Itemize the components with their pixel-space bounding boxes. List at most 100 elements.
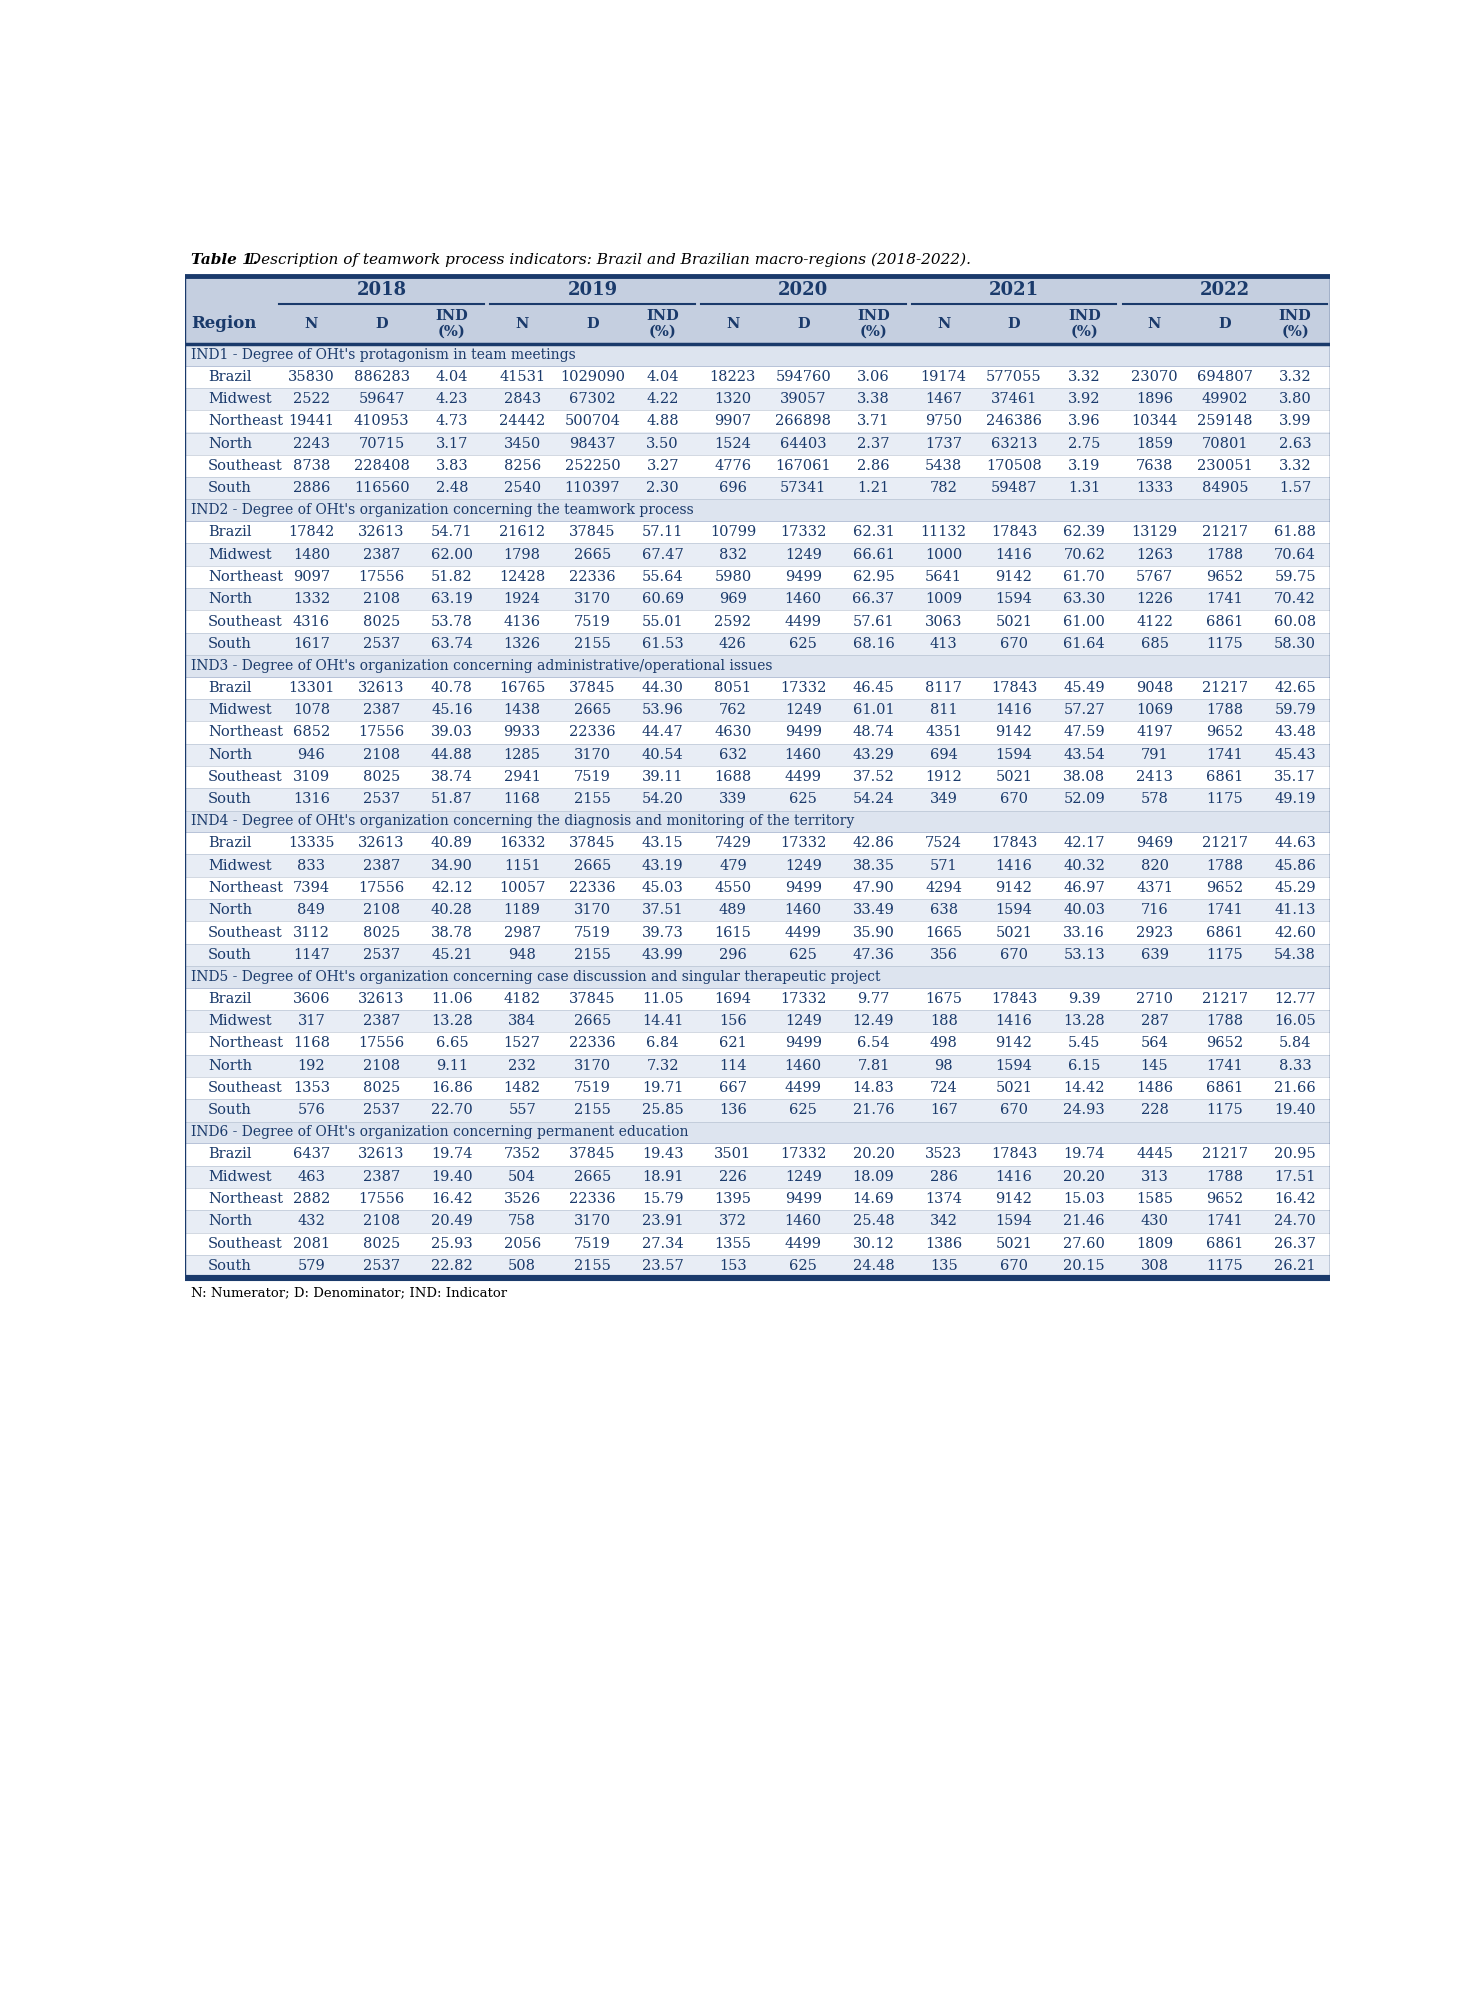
Text: 1741: 1741 [1206, 904, 1243, 918]
Text: 2155: 2155 [573, 1260, 610, 1274]
Text: 2108: 2108 [364, 592, 401, 606]
Bar [185, 900, 1330, 922]
Bar [185, 832, 1330, 854]
Bar [185, 1122, 1330, 1144]
Text: 17843: 17843 [990, 526, 1038, 540]
Text: 1069: 1069 [1137, 704, 1174, 718]
Text: 37461: 37461 [990, 392, 1038, 406]
Text: 7.32: 7.32 [646, 1058, 678, 1072]
Text: 14.42: 14.42 [1064, 1082, 1106, 1096]
Text: 22336: 22336 [569, 880, 616, 894]
Text: IND
(%): IND (%) [857, 308, 890, 340]
Text: 1078: 1078 [293, 704, 330, 718]
Text: 167: 167 [930, 1104, 958, 1118]
Text: 66.37: 66.37 [853, 592, 894, 606]
Bar [185, 676, 1330, 698]
Text: 3.71: 3.71 [857, 414, 890, 428]
Bar [185, 698, 1330, 722]
Text: 38.08: 38.08 [1063, 770, 1106, 784]
Text: 59.75: 59.75 [1274, 570, 1315, 584]
Text: 2665: 2665 [573, 548, 610, 562]
Text: 724: 724 [930, 1082, 958, 1096]
Text: 2540: 2540 [504, 482, 541, 496]
Text: 2018: 2018 [356, 282, 406, 300]
Text: 70801: 70801 [1202, 436, 1247, 450]
Text: N: N [937, 316, 950, 330]
Text: 1175: 1175 [1206, 792, 1243, 806]
Text: 37845: 37845 [569, 836, 616, 850]
Text: 27.60: 27.60 [1063, 1236, 1106, 1250]
Text: 5.45: 5.45 [1069, 1036, 1101, 1050]
Text: 2941: 2941 [504, 770, 541, 784]
Text: 23.91: 23.91 [641, 1214, 683, 1228]
Text: 2.37: 2.37 [857, 436, 890, 450]
Text: 26.37: 26.37 [1274, 1236, 1315, 1250]
Text: 22.70: 22.70 [432, 1104, 473, 1118]
Text: 349: 349 [930, 792, 958, 806]
Text: 18.91: 18.91 [641, 1170, 683, 1184]
Text: 9142: 9142 [996, 726, 1033, 740]
Text: South: South [208, 1104, 251, 1118]
Text: 632: 632 [718, 748, 746, 762]
Text: 625: 625 [789, 636, 817, 650]
Text: 1416: 1416 [996, 548, 1033, 562]
Text: 8025: 8025 [364, 1236, 401, 1250]
Bar [185, 722, 1330, 744]
Text: 670: 670 [1001, 948, 1029, 962]
Text: North: North [208, 748, 253, 762]
Text: 758: 758 [508, 1214, 537, 1228]
Text: 1151: 1151 [504, 858, 541, 872]
Text: 21217: 21217 [1202, 1148, 1247, 1162]
Text: 41.13: 41.13 [1274, 904, 1315, 918]
Text: 1386: 1386 [925, 1236, 962, 1250]
Text: 61.88: 61.88 [1274, 526, 1315, 540]
Text: 228408: 228408 [353, 458, 409, 472]
Text: 2108: 2108 [364, 748, 401, 762]
Text: 12.49: 12.49 [853, 1014, 894, 1028]
Text: Table 1.: Table 1. [191, 254, 259, 268]
Text: 833: 833 [297, 858, 325, 872]
Text: 625: 625 [789, 948, 817, 962]
Text: 1798: 1798 [504, 548, 541, 562]
Text: 40.28: 40.28 [432, 904, 473, 918]
Text: 1788: 1788 [1206, 704, 1243, 718]
Text: 1694: 1694 [714, 992, 751, 1006]
Text: 1615: 1615 [714, 926, 751, 940]
Text: 2387: 2387 [364, 704, 401, 718]
Text: 2665: 2665 [573, 704, 610, 718]
Text: 20.95: 20.95 [1274, 1148, 1315, 1162]
Text: 116560: 116560 [353, 482, 409, 496]
Text: 32613: 32613 [358, 680, 405, 694]
Bar [185, 966, 1330, 988]
Text: 2537: 2537 [364, 948, 401, 962]
Text: 4.22: 4.22 [646, 392, 678, 406]
Text: 39.73: 39.73 [641, 926, 684, 940]
Text: 1009: 1009 [925, 592, 962, 606]
Text: 22.82: 22.82 [432, 1260, 473, 1274]
Text: IND2 - Degree of OHt's organization concerning the teamwork process: IND2 - Degree of OHt's organization conc… [191, 504, 693, 518]
Text: 21612: 21612 [500, 526, 545, 540]
Text: 60.08: 60.08 [1274, 614, 1315, 628]
Text: 685: 685 [1141, 636, 1169, 650]
Text: 63.19: 63.19 [432, 592, 473, 606]
Text: 308: 308 [1141, 1260, 1169, 1274]
Text: 6.54: 6.54 [857, 1036, 890, 1050]
Text: 946: 946 [297, 748, 325, 762]
Text: 20.20: 20.20 [853, 1148, 894, 1162]
Text: 1416: 1416 [996, 1170, 1033, 1184]
Text: 3.50: 3.50 [646, 436, 678, 450]
Text: 5021: 5021 [996, 614, 1033, 628]
Text: 43.15: 43.15 [641, 836, 683, 850]
Text: 489: 489 [718, 904, 746, 918]
Text: 58.30: 58.30 [1274, 636, 1315, 650]
Text: 12.77: 12.77 [1274, 992, 1315, 1006]
Text: Southeast: Southeast [208, 458, 282, 472]
Text: 8738: 8738 [293, 458, 330, 472]
Text: 39057: 39057 [780, 392, 826, 406]
Text: 4351: 4351 [925, 726, 962, 740]
Text: 135: 135 [930, 1260, 958, 1274]
Text: 5021: 5021 [996, 1082, 1033, 1096]
Text: 3109: 3109 [293, 770, 330, 784]
Text: IND
(%): IND (%) [436, 308, 469, 340]
Text: 16.42: 16.42 [432, 1192, 473, 1206]
